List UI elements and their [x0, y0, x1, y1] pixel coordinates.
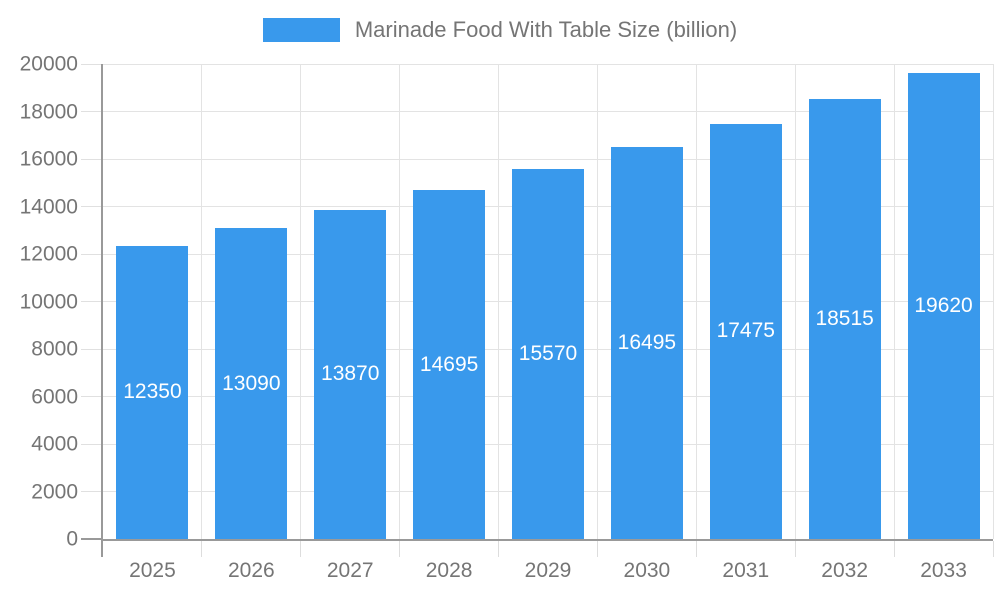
- y-tick: [81, 158, 101, 160]
- x-tick: [101, 541, 103, 557]
- y-gridline: [103, 111, 993, 112]
- bar-2027[interactable]: 13870: [314, 209, 387, 539]
- y-gridline: [103, 63, 993, 65]
- y-axis-label: 10000: [19, 290, 78, 313]
- x-gridline: [992, 64, 994, 539]
- y-axis-label: 16000: [19, 147, 78, 171]
- bar-value-label: 13870: [321, 362, 380, 386]
- x-axis-label: 2030: [623, 559, 671, 582]
- y-axis-label: 20000: [19, 52, 78, 76]
- plot-area: 0 2000 4000 6000 8000 10000 12000 14000 16000 180…: [20, 54, 994, 582]
- bar-2030[interactable]: 16495: [610, 147, 683, 539]
- y-axis-label: 0: [66, 527, 78, 551]
- x-tick: [399, 541, 401, 557]
- y-axis-label: 18000: [19, 100, 78, 123]
- bar-2026[interactable]: 13090: [215, 228, 288, 539]
- x-gridline: [695, 64, 697, 539]
- bar-value-label: 18515: [815, 307, 874, 331]
- bar-value-label: 14695: [419, 352, 479, 376]
- y-tick: [81, 348, 101, 350]
- bar-value-label: 16495: [617, 331, 677, 355]
- bar-2029[interactable]: 15570: [512, 169, 584, 539]
- y-tick: [81, 443, 101, 445]
- bar-value-label: 17475: [716, 319, 775, 343]
- x-tick: [201, 541, 203, 557]
- bar-value-label: 13090: [222, 371, 281, 395]
- x-gridline: [893, 64, 895, 539]
- bar-2033[interactable]: 19620: [907, 73, 980, 539]
- x-axis-label: 2029: [524, 559, 572, 582]
- x-tick: [300, 541, 302, 557]
- y-axis-label: 8000: [31, 337, 78, 361]
- x-axis-label: 2031: [722, 559, 770, 582]
- y-axis-label: 12000: [19, 242, 78, 266]
- bar-value-label: 15570: [518, 342, 578, 366]
- bar-2031[interactable]: 17475: [709, 123, 782, 539]
- y-axis-label: 2000: [31, 480, 78, 503]
- x-axis-label: 2027: [326, 559, 374, 582]
- x-tick: [695, 541, 697, 557]
- x-axis-line: [101, 539, 993, 541]
- legend-swatch-icon: [262, 18, 340, 42]
- y-tick: [81, 111, 101, 112]
- x-tick: [596, 541, 598, 557]
- x-tick: [992, 541, 994, 557]
- chart-legend[interactable]: Marinade Food With Table Size (billion): [0, 17, 1000, 43]
- y-tick: [81, 63, 101, 65]
- y-axis-line: [101, 64, 103, 541]
- chart-title: Marinade Food With Table Size (billion): [354, 17, 738, 42]
- x-gridline: [300, 64, 302, 539]
- x-tick: [893, 541, 895, 557]
- y-axis-label: 4000: [31, 432, 78, 456]
- bar-2028[interactable]: 14695: [413, 190, 486, 539]
- x-axis-label: 2025: [129, 559, 176, 582]
- x-gridline: [498, 64, 500, 539]
- x-axis-label: 2028: [425, 559, 473, 582]
- y-tick: [81, 301, 101, 302]
- bar-2032[interactable]: 18515: [808, 99, 881, 539]
- y-tick: [81, 206, 101, 207]
- bar-2025[interactable]: 12350: [116, 245, 189, 539]
- y-axis-label: 6000: [31, 385, 78, 408]
- y-tick: [81, 538, 101, 540]
- x-gridline: [596, 64, 598, 539]
- y-tick: [81, 491, 101, 492]
- x-gridline: [794, 64, 796, 539]
- x-axis-label: 2026: [227, 559, 275, 582]
- bar-value-label: 12350: [123, 380, 182, 404]
- x-gridline: [201, 64, 203, 539]
- x-axis-label: 2032: [821, 559, 869, 582]
- y-axis-label: 14000: [19, 195, 78, 218]
- x-gridline: [399, 64, 401, 539]
- x-axis-label: 2033: [920, 559, 967, 582]
- y-tick: [81, 253, 101, 255]
- y-gridline: [103, 158, 993, 160]
- x-tick: [794, 541, 796, 557]
- y-tick: [81, 396, 101, 397]
- bar-value-label: 19620: [914, 294, 973, 318]
- x-tick: [498, 541, 500, 557]
